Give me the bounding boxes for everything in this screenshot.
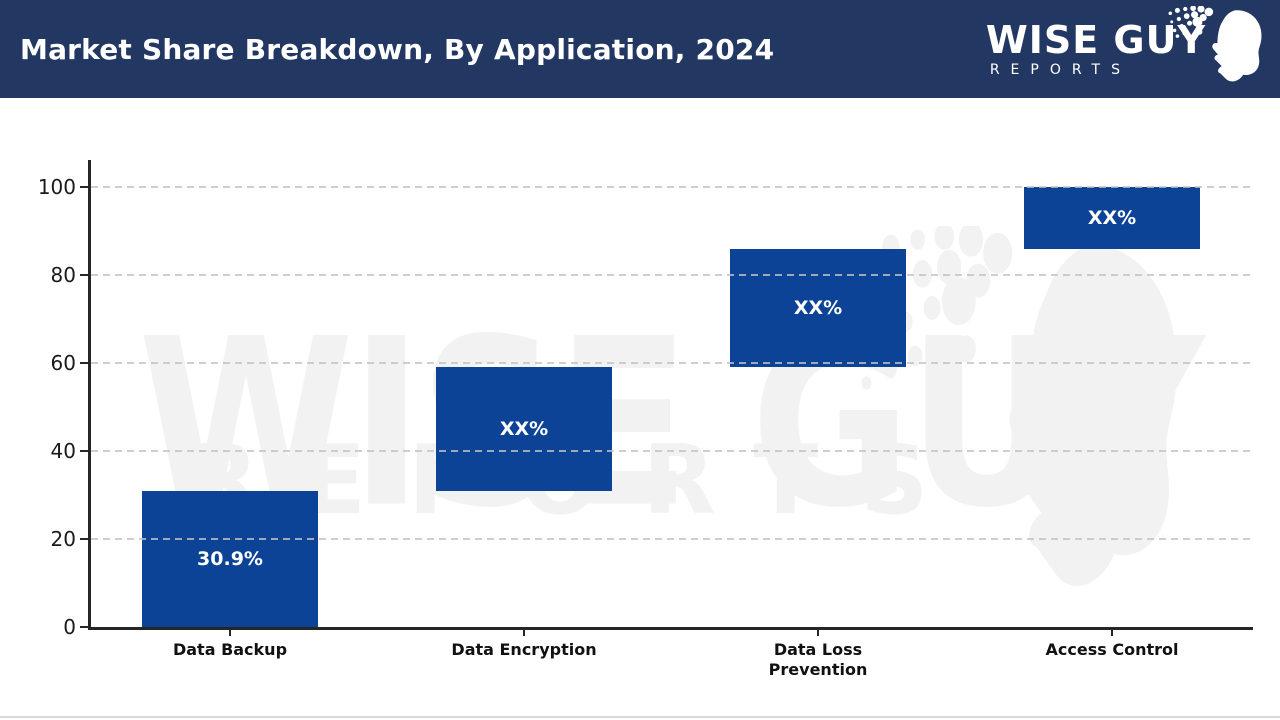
gridline (91, 274, 1253, 276)
x-category-label: Data Backup (172, 640, 288, 659)
x-tick-mark (817, 629, 819, 636)
y-axis-spine (88, 160, 91, 630)
y-tick-mark (80, 362, 89, 364)
gridline (91, 362, 1253, 364)
y-tick-mark (80, 626, 89, 628)
x-category-label: Access Control (1045, 640, 1179, 659)
y-tick-label: 100 (37, 175, 76, 199)
wise-guy-reports-logo: WISE GUY REPORTS (986, 6, 1280, 92)
x-axis-spine (88, 627, 1253, 630)
bar-value-label: XX% (499, 418, 549, 441)
bar-value-label: XX% (1087, 206, 1137, 229)
y-tick-label: 40 (50, 439, 76, 463)
header-bar: Market Share Breakdown, By Application, … (0, 0, 1280, 98)
logo-text: WISE GUY REPORTS (986, 20, 1206, 78)
logo-subtitle: REPORTS (989, 62, 1131, 78)
waterfall-chart: WISE GUY REPORTS 30.9%XX%XX%XX%020406080… (0, 98, 1280, 716)
y-tick-label: 80 (50, 263, 76, 287)
y-tick-mark (80, 186, 89, 188)
page-title: Market Share Breakdown, By Application, … (20, 32, 775, 66)
y-tick-mark (80, 450, 89, 452)
y-tick-label: 20 (50, 527, 76, 551)
bar-segment: 30.9% (142, 491, 318, 627)
y-tick-label: 60 (50, 351, 76, 375)
x-category-label: Data Encryption (451, 640, 597, 659)
bar-segment: XX% (436, 367, 612, 492)
bottom-border (0, 716, 1280, 718)
bar-segment: XX% (730, 248, 906, 368)
y-tick-mark (80, 274, 89, 276)
x-tick-mark (229, 629, 231, 636)
y-tick-label: 0 (63, 615, 76, 639)
x-tick-mark (1111, 629, 1113, 636)
bar-segment: XX% (1024, 187, 1200, 249)
x-tick-mark (523, 629, 525, 636)
dotted-head-icon (1168, 6, 1262, 82)
bar-value-label: XX% (793, 296, 843, 319)
y-tick-mark (80, 538, 89, 540)
gridline (91, 186, 1253, 188)
gridline (91, 450, 1253, 452)
gridline (91, 538, 1253, 540)
x-category-label: Data Loss Prevention (768, 640, 868, 679)
bar-value-label: 30.9% (197, 548, 263, 570)
logo-wordmark: WISE GUY (985, 18, 1206, 62)
